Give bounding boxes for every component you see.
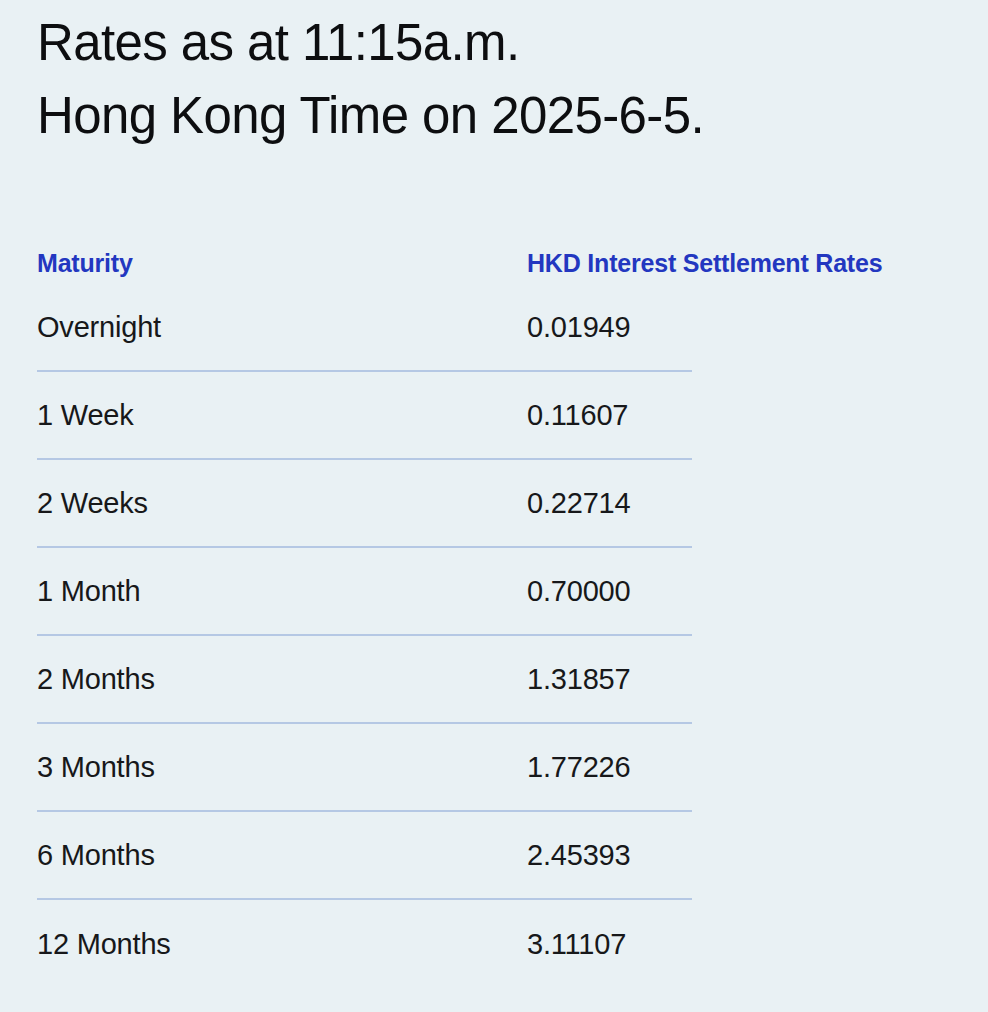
maturity-cell: 1 Month (37, 575, 527, 608)
maturity-cell: 2 Months (37, 663, 527, 696)
rate-cell: 3.11107 (527, 928, 692, 961)
maturity-cell: 6 Months (37, 839, 527, 872)
table-row: Overnight 0.01949 (37, 284, 692, 372)
maturity-cell: 1 Week (37, 399, 527, 432)
table-row: 2 Weeks 0.22714 (37, 460, 692, 548)
title-line-1: Rates as at 11:15a.m. (37, 6, 988, 79)
table-row: 2 Months 1.31857 (37, 636, 692, 724)
maturity-cell: 3 Months (37, 751, 527, 784)
column-header-maturity: Maturity (37, 249, 527, 278)
rate-cell: 0.01949 (527, 311, 692, 344)
table-row: 1 Month 0.70000 (37, 548, 692, 636)
rate-cell: 1.31857 (527, 663, 692, 696)
rate-cell: 2.45393 (527, 839, 692, 872)
rate-cell: 0.22714 (527, 487, 692, 520)
rates-table-header: Maturity HKD Interest Settlement Rates (37, 248, 967, 278)
maturity-cell: Overnight (37, 311, 527, 344)
rate-cell: 0.11607 (527, 399, 692, 432)
table-row: 6 Months 2.45393 (37, 812, 692, 900)
table-row: 3 Months 1.77226 (37, 724, 692, 812)
rate-cell: 0.70000 (527, 575, 692, 608)
rates-page: Rates as at 11:15a.m. Hong Kong Time on … (0, 0, 988, 988)
page-title: Rates as at 11:15a.m. Hong Kong Time on … (37, 6, 988, 152)
title-line-2: Hong Kong Time on 2025-6-5. (37, 79, 988, 152)
table-row: 12 Months 3.11107 (37, 900, 692, 988)
maturity-cell: 2 Weeks (37, 487, 527, 520)
maturity-cell: 12 Months (37, 928, 527, 961)
column-header-rates: HKD Interest Settlement Rates (527, 249, 967, 278)
rates-table-body: Overnight 0.01949 1 Week 0.11607 2 Weeks… (37, 284, 967, 988)
table-row: 1 Week 0.11607 (37, 372, 692, 460)
rate-cell: 1.77226 (527, 751, 692, 784)
rates-table: Maturity HKD Interest Settlement Rates O… (37, 248, 967, 988)
